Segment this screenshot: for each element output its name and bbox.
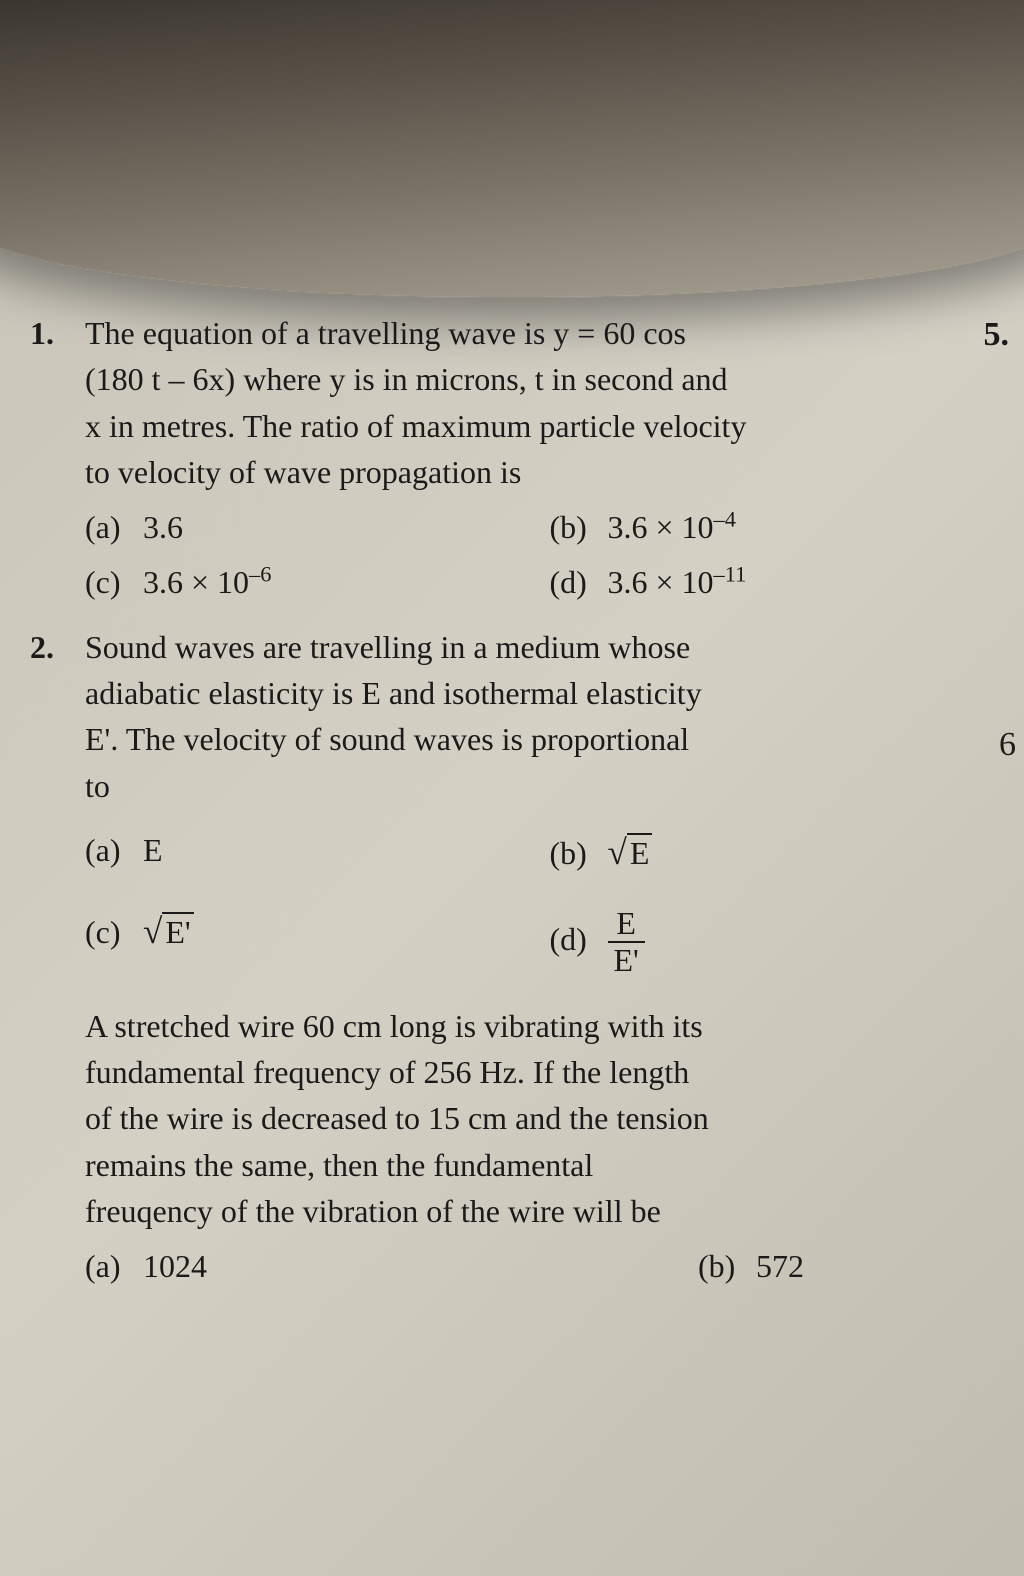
question-text-line: adiabatic elasticity is E and isothermal… xyxy=(85,670,1004,716)
option-b: (b) 572 xyxy=(698,1243,804,1289)
option-label: (a) xyxy=(85,1243,135,1289)
option-value: E E' xyxy=(608,906,645,978)
question-text-line: (180 t – 6x) where y is in microns, t in… xyxy=(85,356,1004,402)
option-value: E xyxy=(608,827,653,878)
question-body: A stretched wire 60 cm long is vibrating… xyxy=(85,1003,1004,1289)
question-1: 1. 5. The equation of a travelling wave … xyxy=(30,310,1004,606)
question-text-line: Sound waves are travelling in a medium w… xyxy=(85,624,1004,670)
option-value: 3.6 xyxy=(143,509,183,545)
side-marker-5: 5. xyxy=(984,310,1010,359)
option-label: (a) xyxy=(85,827,135,873)
option-value: 3.6 × 10–6 xyxy=(143,564,271,600)
options-grid: (a) 3.6 (b) 3.6 × 10–4 (c) 3.6 × 10–6 (d… xyxy=(85,504,1004,606)
option-value: 3.6 × 10–11 xyxy=(608,564,747,600)
page-content: 1. 5. The equation of a travelling wave … xyxy=(30,310,1004,1307)
option-c: (c) 3.6 × 10–6 xyxy=(85,559,540,606)
option-value: E' xyxy=(143,906,194,957)
option-label: (d) xyxy=(550,559,600,605)
option-label: (b) xyxy=(698,1243,748,1289)
option-label: (a) xyxy=(85,504,135,550)
question-2: 2. 6 Sound waves are travelling in a med… xyxy=(30,624,1004,979)
question-text-line: to velocity of wave propagation is xyxy=(85,449,1004,495)
option-d: (d) E E' xyxy=(550,906,1005,978)
option-label: (c) xyxy=(85,559,135,605)
question-body: The equation of a travelling wave is y =… xyxy=(85,310,1004,606)
option-label: (c) xyxy=(85,909,135,955)
option-a: (a) 1024 xyxy=(85,1243,207,1289)
question-body: 6 Sound waves are travelling in a medium… xyxy=(85,624,1004,979)
question-text-line: E'. The velocity of sound waves is propo… xyxy=(85,716,1004,762)
options-grid: (a) E (b) E (c) E' (d) E E' xyxy=(85,827,1004,978)
question-text-line: fundamental frequency of 256 Hz. If the … xyxy=(85,1049,1004,1095)
corner-annotation: 0/1 xyxy=(4,39,42,74)
question-3: A stretched wire 60 cm long is vibrating… xyxy=(30,1003,1004,1289)
option-value: E xyxy=(143,832,163,868)
option-a: (a) E xyxy=(85,827,540,878)
option-label: (d) xyxy=(550,916,600,962)
question-text-line: of the wire is decreased to 15 cm and th… xyxy=(85,1095,1004,1141)
question-text-line: A stretched wire 60 cm long is vibrating… xyxy=(85,1003,1004,1049)
question-text-line: x in metres. The ratio of maximum partic… xyxy=(85,403,1004,449)
option-a: (a) 3.6 xyxy=(85,504,540,551)
question-text-line: remains the same, then the fundamental xyxy=(85,1142,1004,1188)
option-b: (b) 3.6 × 10–4 xyxy=(550,504,1005,551)
option-value: 1024 xyxy=(143,1248,207,1284)
option-label: (b) xyxy=(550,830,600,876)
option-d: (d) 3.6 × 10–11 xyxy=(550,559,1005,606)
option-value: 572 xyxy=(756,1248,804,1284)
question-text-line: The equation of a travelling wave is y =… xyxy=(85,310,1004,356)
option-value: 3.6 × 10–4 xyxy=(608,509,736,545)
question-text-line: to xyxy=(85,763,1004,809)
side-marker-6: 6 xyxy=(999,720,1016,769)
page-curl-shadow xyxy=(0,0,1024,297)
question-number: 2. xyxy=(30,624,54,670)
option-label: (b) xyxy=(550,504,600,550)
question-text-line: freuqency of the vibration of the wire w… xyxy=(85,1188,1004,1234)
option-c: (c) E' xyxy=(85,906,540,978)
option-b: (b) E xyxy=(550,827,1005,878)
question-number: 1. xyxy=(30,310,54,356)
options-row: (a) 1024 (b) 572 xyxy=(85,1243,1004,1289)
